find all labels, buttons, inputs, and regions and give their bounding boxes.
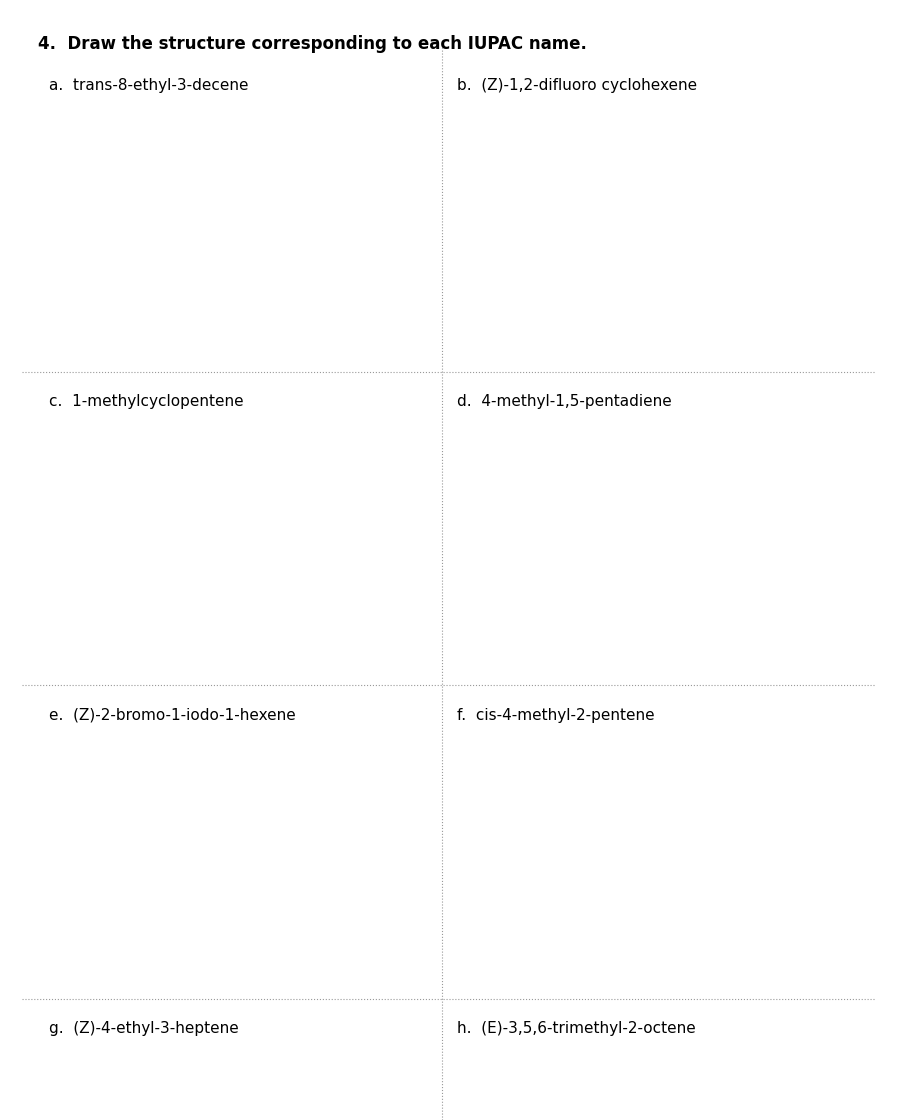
Text: h.  (E)-3,5,6-trimethyl-2-octene: h. (E)-3,5,6-trimethyl-2-octene (457, 1021, 696, 1036)
Text: d.  4-methyl-1,5-pentadiene: d. 4-methyl-1,5-pentadiene (457, 394, 672, 409)
Text: f.  cis-4-methyl-2-pentene: f. cis-4-methyl-2-pentene (457, 708, 655, 722)
Text: g.  (Z)-4-ethyl-3-heptene: g. (Z)-4-ethyl-3-heptene (49, 1021, 239, 1036)
Text: a.  trans-8-ethyl-3-decene: a. trans-8-ethyl-3-decene (49, 78, 248, 93)
Text: c.  1-methylcyclopentene: c. 1-methylcyclopentene (49, 394, 244, 409)
Text: b.  (Z)-1,2-difluoro cyclohexene: b. (Z)-1,2-difluoro cyclohexene (457, 78, 698, 93)
Text: 4.  Draw the structure corresponding to each IUPAC name.: 4. Draw the structure corresponding to e… (38, 35, 587, 53)
Text: e.  (Z)-2-bromo-1-iodo-1-hexene: e. (Z)-2-bromo-1-iodo-1-hexene (49, 708, 296, 722)
